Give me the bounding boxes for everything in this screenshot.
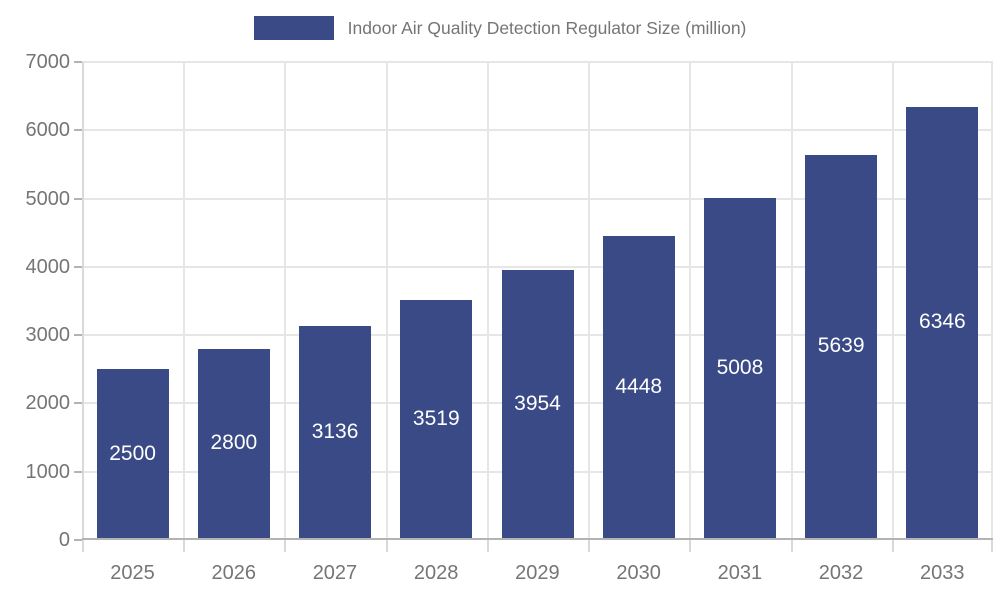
- bar-value-label: 2500: [109, 441, 156, 465]
- bar-value-label: 6346: [919, 310, 966, 334]
- x-axis-line: [82, 538, 993, 540]
- legend-label: Indoor Air Quality Detection Regulator S…: [347, 17, 747, 38]
- x-axis-tick-label: 2032: [818, 562, 864, 584]
- bar-value-label: 5639: [817, 334, 865, 358]
- y-axis-tick: [74, 265, 82, 268]
- y-axis-tick-label: 2000: [25, 392, 71, 415]
- x-axis-tick-label: 2030: [616, 562, 661, 584]
- gridline-vertical: [588, 62, 591, 540]
- y-axis-tick-label: 0: [58, 529, 70, 551]
- gridline-vertical: [991, 62, 993, 540]
- gridline-horizontal: [82, 265, 993, 268]
- y-axis-tick-label: 3000: [25, 324, 71, 347]
- gridline-vertical: [891, 62, 894, 540]
- x-axis-tick: [689, 540, 692, 552]
- x-axis-tick-label: 2025: [110, 562, 155, 584]
- y-axis-tick-label: 5000: [25, 187, 71, 210]
- x-axis-tick-label: 2028: [413, 562, 459, 584]
- x-axis-tick: [790, 540, 793, 552]
- x-axis-tick-label: 2026: [211, 562, 256, 584]
- bar-2031: 5008: [703, 198, 776, 538]
- x-axis-tick: [588, 540, 591, 552]
- bar-value-label: 5008: [716, 356, 764, 380]
- gridline-horizontal: [82, 61, 993, 63]
- legend-swatch-icon: [253, 16, 334, 40]
- y-axis-tick-label: 4000: [25, 255, 71, 278]
- x-axis-tick: [991, 540, 993, 552]
- gridline-vertical: [486, 62, 489, 540]
- x-axis-tick-label: 2029: [515, 562, 560, 584]
- bar-2025: 2500: [96, 369, 169, 538]
- y-axis-tick: [74, 197, 82, 200]
- y-axis-tick-label: 7000: [25, 51, 71, 73]
- bar-value-label: 3954: [514, 392, 561, 415]
- legend: Indoor Air Quality Detection Regulator S…: [0, 16, 1000, 40]
- bar-2033: 6346: [906, 106, 979, 538]
- bar-value-label: 4448: [615, 375, 663, 399]
- x-axis-tick-label: 2027: [312, 562, 358, 584]
- gridline-vertical: [689, 62, 692, 540]
- bar-2029: 3954: [501, 270, 574, 538]
- y-axis-tick-label: 1000: [25, 460, 71, 483]
- x-axis-tick: [183, 540, 186, 552]
- x-axis-tick: [82, 540, 84, 552]
- plot-area: 2500 2800 3136 3519 3954 4448 5008 5639 6346: [82, 61, 993, 540]
- y-axis-tick: [74, 470, 82, 473]
- bar-2030: 4448: [602, 236, 675, 538]
- gridline-horizontal: [82, 129, 993, 132]
- x-axis-tick: [486, 540, 489, 552]
- x-axis-tick-label: 2033: [920, 562, 965, 584]
- gridline-vertical: [385, 62, 388, 540]
- y-axis-tick: [74, 402, 82, 405]
- x-axis-tick: [385, 540, 388, 552]
- y-axis-tick: [74, 129, 82, 132]
- y-axis-tick: [74, 61, 82, 63]
- bar-2026: 2800: [197, 348, 270, 538]
- y-axis-tick-label: 6000: [25, 119, 71, 142]
- gridline-horizontal: [82, 197, 993, 200]
- gridline-vertical: [284, 62, 287, 540]
- bar-value-label: 3519: [412, 406, 460, 430]
- bar-2032: 5639: [805, 154, 878, 538]
- x-axis-tick: [891, 540, 894, 552]
- bar-value-label: 2800: [210, 431, 258, 455]
- x-axis-tick-label: 2031: [717, 562, 763, 584]
- gridline-vertical: [183, 62, 186, 540]
- bar-value-label: 3136: [311, 419, 359, 443]
- gridline-vertical: [790, 62, 793, 540]
- legend-item[interactable]: Indoor Air Quality Detection Regulator S…: [253, 16, 747, 40]
- bar-2028: 3519: [400, 299, 473, 538]
- y-axis-line: [82, 62, 84, 540]
- y-axis-tick: [74, 539, 82, 541]
- x-axis-tick: [284, 540, 287, 552]
- y-axis-tick: [74, 334, 82, 337]
- bar-2027: 3136: [299, 325, 372, 538]
